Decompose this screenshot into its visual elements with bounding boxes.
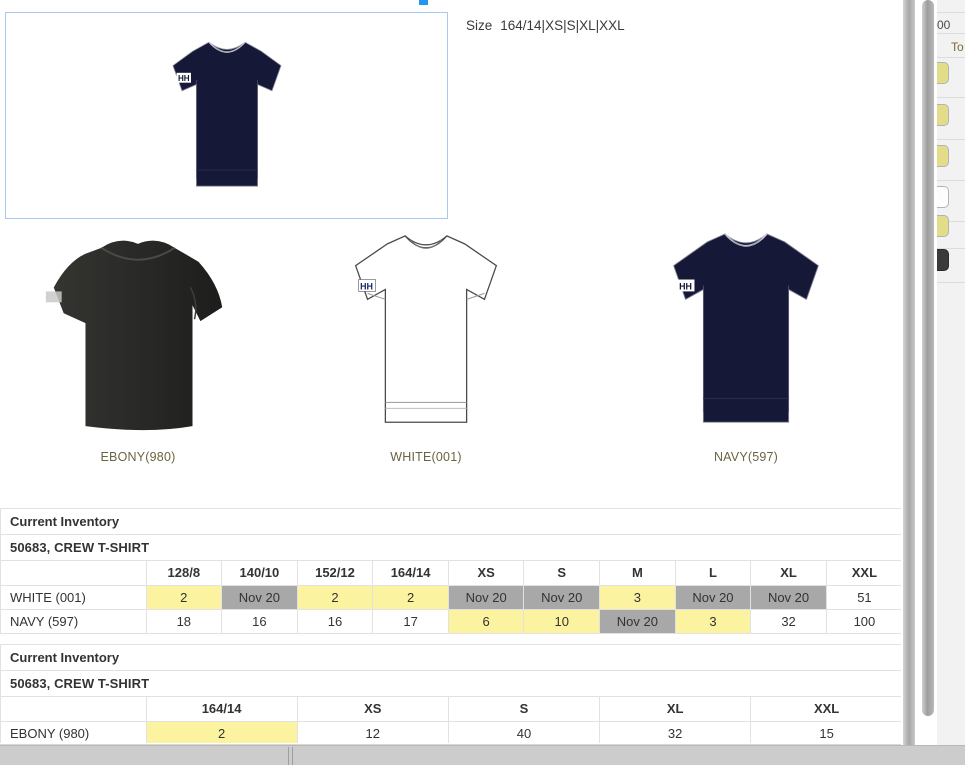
hero-product-image[interactable]: HH (5, 12, 448, 219)
tshirt-icon: HH (137, 23, 317, 208)
inventory-cell[interactable]: 2 (145, 585, 223, 610)
inventory-cell[interactable]: Nov 20 (599, 608, 676, 634)
colorway-thumbnail-row: EBONY(980) HH WHITE(001) (0, 228, 900, 483)
size-label: Size (466, 18, 493, 33)
inventory-subtitle: 50683, CREW T-SHIRT (1, 535, 902, 561)
colorway-label: WHITE(001) (390, 450, 462, 464)
inventory-cell[interactable]: 40 (447, 721, 601, 746)
horizontal-scrollbar[interactable] (0, 745, 965, 765)
inventory-table: 164/14 XS S XL XXL EBONY (980) 2 12 40 32 15 (1, 697, 902, 746)
svg-text:HH: HH (360, 281, 373, 291)
background-cell-chip-selected[interactable] (937, 249, 949, 271)
inventory-cell[interactable]: 17 (372, 608, 449, 634)
background-cell-chip[interactable] (937, 186, 949, 208)
inventory-cell[interactable]: 51 (825, 585, 902, 610)
column-header: XS (447, 561, 525, 586)
inventory-cell[interactable]: 18 (145, 608, 223, 634)
inventory-cell[interactable]: 2 (372, 585, 449, 610)
table-header-row: 128/8 140/10 152/12 164/14 XS S M L XL XXL (1, 561, 902, 586)
inventory-cell[interactable]: 32 (599, 721, 752, 746)
background-cell-chip[interactable] (937, 62, 949, 84)
inventory-cell[interactable]: Nov 20 (523, 585, 601, 610)
table-row: WHITE (001) 2 Nov 20 2 2 Nov 20 Nov 20 3 Nov 20 N… (1, 585, 902, 610)
inventory-cell[interactable]: 3 (674, 608, 752, 634)
text-caret-sliver (419, 0, 428, 5)
inventory-block: Current Inventory 50683, CREW T-SHIRT 12… (0, 508, 903, 634)
column-header: 164/14 (372, 561, 449, 586)
inventory-cell[interactable]: 15 (750, 721, 902, 746)
column-header: 152/12 (296, 561, 374, 586)
inventory-cell[interactable]: 32 (750, 608, 827, 634)
size-line: Size 164/14|XS|S|XL|XXL (466, 18, 625, 33)
inventory-cell[interactable]: 100 (825, 608, 902, 634)
vertical-scrollbar[interactable] (920, 0, 936, 745)
inventory-cell[interactable]: Nov 20 (674, 585, 752, 610)
colorway-thumbnail-ebony[interactable]: EBONY(980) (8, 228, 268, 483)
svg-text:HH: HH (177, 73, 189, 82)
column-header: 128/8 (145, 561, 223, 586)
pane-bottom-edge (0, 743, 901, 745)
inventory-cell[interactable]: 16 (221, 608, 298, 634)
inventory-cell[interactable]: 3 (599, 585, 676, 610)
column-header: XS (296, 697, 449, 722)
inventory-subtitle: 50683, CREW T-SHIRT (1, 671, 902, 697)
table-header-row: 164/14 XS S XL XXL (1, 697, 902, 722)
inventory-title: Current Inventory (1, 509, 902, 535)
column-header-blank (1, 697, 147, 722)
column-header-blank (1, 561, 147, 586)
tshirt-icon: HH (616, 228, 876, 446)
column-header: L (674, 561, 752, 586)
inventory-block: Current Inventory 50683, CREW T-SHIRT 16… (0, 644, 903, 746)
svg-text:HH: HH (679, 281, 692, 291)
column-header: 140/10 (221, 561, 298, 586)
background-partial-header: To (951, 40, 964, 54)
column-header: 164/14 (145, 697, 298, 722)
column-header: XL (750, 561, 827, 586)
inventory-table: 128/8 140/10 152/12 164/14 XS S M L XL XXL WHITE (… (1, 561, 902, 634)
column-header: XXL (825, 561, 902, 586)
colorway-thumbnail-navy[interactable]: HH NAVY(597) (616, 228, 876, 483)
colorway-label: NAVY(597) (713, 450, 779, 464)
table-row: NAVY (597) 18 16 16 17 6 10 Nov 20 3 32 100 (1, 608, 902, 634)
colorway-thumbnail-white[interactable]: HH WHITE(001) (296, 228, 556, 483)
inventory-title: Current Inventory (1, 645, 902, 671)
size-values: 164/14|XS|S|XL|XXL (500, 18, 625, 33)
column-header: S (523, 561, 601, 586)
inventory-cell[interactable]: 16 (296, 608, 374, 634)
inventory-cell[interactable]: Nov 20 (447, 585, 525, 610)
background-cell-chip[interactable] (937, 145, 949, 167)
row-label: EBONY (980) (1, 721, 147, 746)
inventory-cell[interactable]: Nov 20 (750, 585, 827, 610)
background-cell-chip[interactable] (937, 104, 949, 126)
table-row: EBONY (980) 2 12 40 32 15 (1, 721, 902, 746)
background-panel[interactable]: 00 To (936, 0, 965, 745)
inventory-cell[interactable]: 6 (447, 608, 525, 634)
tshirt-icon: HH (296, 228, 556, 446)
column-header: XL (599, 697, 752, 722)
tshirt-icon (8, 228, 268, 446)
row-label: WHITE (001) (1, 585, 147, 610)
inventory-cell[interactable]: 10 (523, 608, 601, 634)
column-header: M (599, 561, 676, 586)
row-label: NAVY (597) (1, 608, 147, 634)
inventory-cell[interactable]: 2 (145, 721, 298, 746)
colorway-label: EBONY(980) (100, 450, 176, 464)
inventory-cell[interactable]: 2 (296, 585, 374, 610)
background-cell-chip[interactable] (937, 215, 949, 237)
inventory-cell[interactable]: Nov 20 (221, 585, 298, 610)
inventory-cell[interactable]: 12 (296, 721, 449, 746)
horizontal-scrollbar-thumb[interactable] (0, 747, 293, 765)
window-gutter-bar (903, 0, 915, 745)
background-partial-number: 00 (937, 18, 951, 32)
column-header: XXL (750, 697, 902, 722)
column-header: S (447, 697, 601, 722)
vertical-scrollbar-thumb[interactable] (922, 0, 934, 716)
